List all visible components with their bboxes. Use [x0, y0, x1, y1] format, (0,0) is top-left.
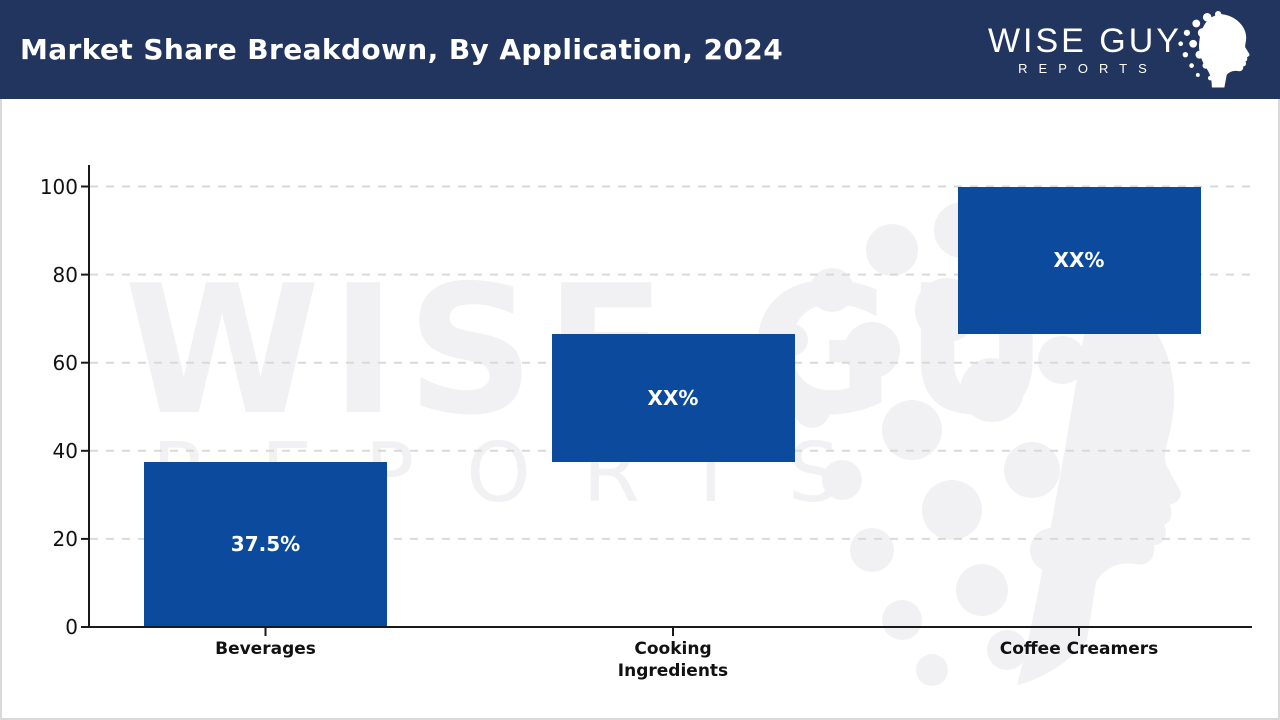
logo-face-icon [1178, 10, 1250, 87]
bar-value-label: 37.5% [230, 532, 301, 557]
y-tick-label-100: 100 [39, 174, 78, 199]
page-title: Market Share Breakdown, By Application, … [20, 33, 784, 66]
bar-beverages [144, 461, 387, 627]
y-tick-label-20: 20 [52, 526, 78, 551]
x-tick-label-cooking-ingredients: Cooking Ingredients [617, 639, 729, 681]
header-bar: Market Share Breakdown, By Application, … [0, 0, 1280, 99]
y-tick-label-40: 40 [52, 438, 78, 463]
y-tick-label-60: 60 [52, 350, 78, 375]
brand-logo: WISE GUY REPORTS [988, 9, 1254, 91]
logo-subtitle-text: REPORTS [1018, 60, 1158, 76]
x-tick-label-beverages: Beverages [215, 639, 316, 659]
logo-wordmark: WISE GUY REPORTS [988, 24, 1182, 76]
bar-cooking-ingredients [551, 333, 795, 462]
logo-name-text: WISE GUY [987, 21, 1182, 60]
x-tick-label-coffee-creamers: Coffee Creamers [999, 639, 1159, 659]
y-tick-label-0: 0 [65, 615, 78, 639]
bar-value-label: XX% [1053, 248, 1105, 273]
y-tick-label-80: 80 [52, 262, 78, 287]
bar-value-label: XX% [647, 385, 699, 410]
bar-coffee-creamers [957, 186, 1201, 334]
